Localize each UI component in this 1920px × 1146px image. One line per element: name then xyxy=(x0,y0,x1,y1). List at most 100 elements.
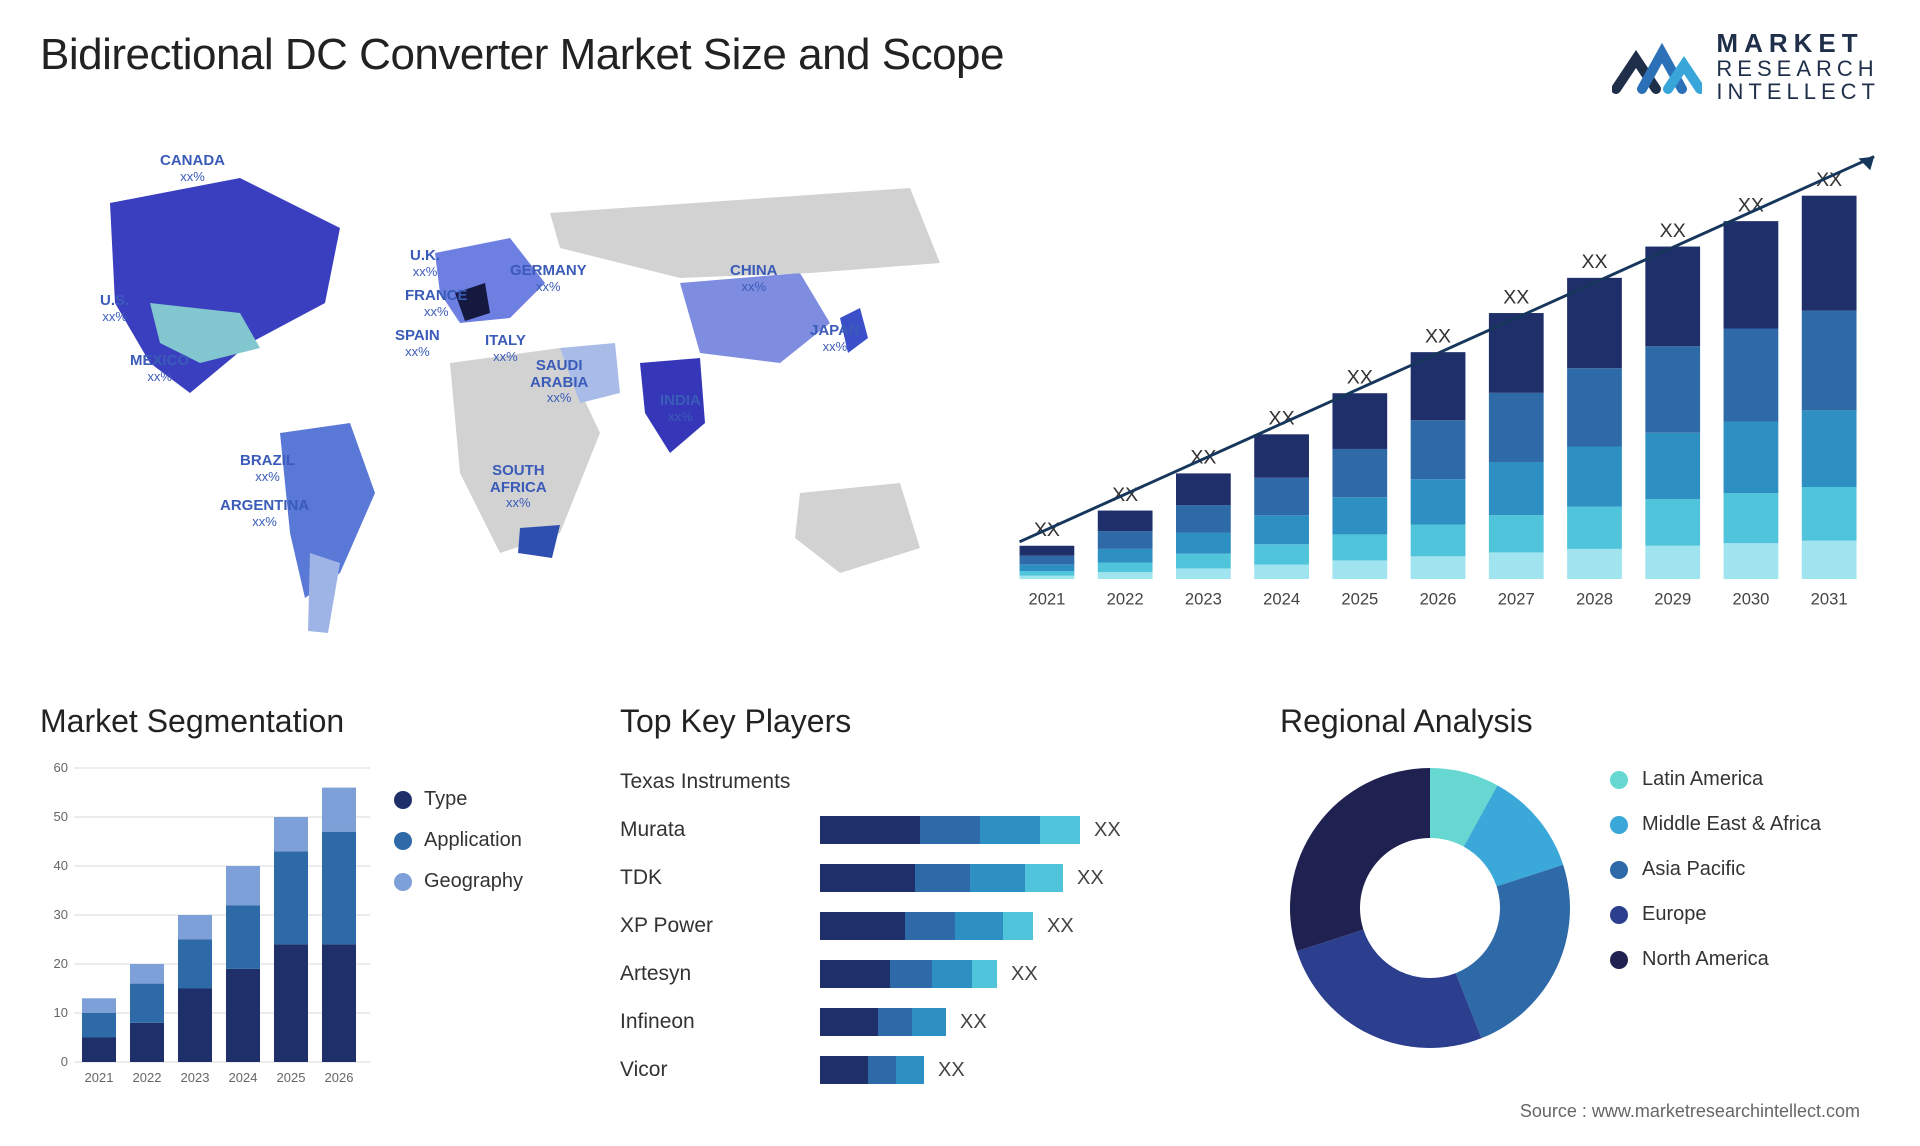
seg-bar-seg xyxy=(130,964,164,984)
swatch-icon xyxy=(394,791,412,809)
kp-name: Artesyn xyxy=(620,962,820,986)
kp-bar-seg xyxy=(970,864,1025,892)
world-map: CANADAxx%U.S.xx%MEXICOxx%BRAZILxx%ARGENT… xyxy=(40,133,960,673)
seg-year-label: 2021 xyxy=(85,1070,114,1085)
kp-bar xyxy=(820,1056,924,1084)
brand-logo: MARKET RESEARCH INTELLECT xyxy=(1612,30,1880,103)
map-label-u-s-: U.S.xx% xyxy=(100,293,129,324)
kp-bar xyxy=(820,1008,946,1036)
seg-ytick: 60 xyxy=(54,760,68,775)
kp-bar-seg xyxy=(890,960,932,988)
growth-year-label: 2031 xyxy=(1811,590,1848,609)
growth-year-label: 2026 xyxy=(1420,590,1457,609)
kp-bar-seg xyxy=(920,816,980,844)
growth-bar-seg xyxy=(1567,447,1622,507)
hero-row: CANADAxx%U.S.xx%MEXICOxx%BRAZILxx%ARGENT… xyxy=(40,133,1880,673)
growth-bar-seg xyxy=(1098,573,1153,580)
seg-bar-seg xyxy=(226,906,260,970)
kp-bar-seg xyxy=(820,912,905,940)
growth-bar-seg xyxy=(1254,516,1309,545)
growth-bar-seg xyxy=(1802,487,1857,541)
seg-ytick: 10 xyxy=(54,1005,68,1020)
kp-bar-seg xyxy=(868,1056,896,1084)
reg-legend-item: Asia Pacific xyxy=(1610,858,1821,881)
growth-bar-seg xyxy=(1176,533,1231,554)
growth-bar-seg xyxy=(1802,311,1857,411)
kp-bar-seg xyxy=(820,864,915,892)
seg-legend-item: Application xyxy=(394,829,523,852)
growth-year-label: 2022 xyxy=(1107,590,1144,609)
kp-bar xyxy=(820,960,997,988)
growth-year-label: 2029 xyxy=(1654,590,1691,609)
growth-bar-seg xyxy=(1567,507,1622,549)
seg-bar-seg xyxy=(178,915,212,940)
growth-bar-seg xyxy=(1098,549,1153,563)
growth-chart-svg: XX2021XX2022XX2023XX2024XX2025XX2026XX20… xyxy=(1000,133,1880,673)
kp-row: MurataXX xyxy=(620,806,1240,854)
growth-bar-seg xyxy=(1176,569,1231,580)
donut-slice xyxy=(1297,930,1482,1048)
kp-bar-seg xyxy=(912,1008,946,1036)
map-label-france: FRANCExx% xyxy=(405,288,468,319)
world-map-svg xyxy=(40,133,960,673)
growth-bar-seg xyxy=(1802,411,1857,488)
seg-year-label: 2026 xyxy=(325,1070,354,1085)
seg-bar-seg xyxy=(82,999,116,1014)
map-region-australia xyxy=(795,483,920,573)
page-title: Bidirectional DC Converter Market Size a… xyxy=(40,30,1004,80)
kp-value: XX xyxy=(960,1011,987,1034)
growth-year-label: 2023 xyxy=(1185,590,1222,609)
swatch-icon xyxy=(1610,816,1628,834)
growth-bar-seg xyxy=(1254,478,1309,516)
growth-bar-seg xyxy=(1254,545,1309,565)
growth-bar-seg xyxy=(1411,557,1466,580)
growth-bar-label: XX xyxy=(1581,252,1607,274)
seg-bar-seg xyxy=(226,866,260,905)
regional-legend: Latin AmericaMiddle East & AfricaAsia Pa… xyxy=(1610,758,1821,971)
kp-value: XX xyxy=(1011,963,1038,986)
kp-bar-seg xyxy=(896,1056,924,1084)
growth-bar-seg xyxy=(1098,563,1153,573)
seg-bar-seg xyxy=(130,984,164,1023)
kp-bar xyxy=(820,816,1080,844)
map-label-saudi-arabia: SAUDIARABIAxx% xyxy=(530,358,588,405)
reg-legend-item: Middle East & Africa xyxy=(1610,813,1821,836)
regional-panel: Regional Analysis Latin AmericaMiddle Ea… xyxy=(1280,703,1880,1123)
map-label-spain: SPAINxx% xyxy=(395,328,440,359)
kp-row: TDKXX xyxy=(620,854,1240,902)
kp-name: XP Power xyxy=(620,914,820,938)
growth-bar-seg xyxy=(1802,541,1857,579)
kp-bar-seg xyxy=(820,1056,868,1084)
growth-bar-seg xyxy=(1411,421,1466,480)
growth-bar-seg xyxy=(1411,480,1466,525)
growth-bar-label: XX xyxy=(1660,220,1686,242)
seg-bar-seg xyxy=(82,1038,116,1063)
map-region-argentina xyxy=(308,553,340,633)
seg-bar-seg xyxy=(274,817,308,851)
kp-name: TDK xyxy=(620,866,820,890)
growth-bar-seg xyxy=(1645,433,1700,499)
growth-bar-seg xyxy=(1489,516,1544,553)
growth-bar-seg xyxy=(1645,347,1700,433)
brand-line3: INTELLECT xyxy=(1716,80,1880,103)
growth-bar-seg xyxy=(1489,553,1544,580)
brand-mark-icon xyxy=(1612,35,1702,99)
growth-bar-seg xyxy=(1332,449,1387,497)
growth-bar-seg xyxy=(1411,525,1466,557)
donut-slice xyxy=(1290,768,1430,951)
regional-title: Regional Analysis xyxy=(1280,703,1880,740)
swatch-icon xyxy=(1610,951,1628,969)
growth-bar-seg xyxy=(1020,572,1075,577)
kp-row: InfineonXX xyxy=(620,998,1240,1046)
seg-year-label: 2022 xyxy=(133,1070,162,1085)
swatch-icon xyxy=(394,832,412,850)
seg-year-label: 2025 xyxy=(277,1070,306,1085)
growth-bar-seg xyxy=(1645,500,1700,547)
seg-ytick: 50 xyxy=(54,809,68,824)
map-region-southafrica xyxy=(518,525,560,558)
segmentation-panel: Market Segmentation 01020304050602021202… xyxy=(40,703,580,1123)
seg-bar-seg xyxy=(226,969,260,1062)
kp-name: Murata xyxy=(620,818,820,842)
growth-bar-seg xyxy=(1098,511,1153,532)
growth-bar-seg xyxy=(1020,546,1075,556)
